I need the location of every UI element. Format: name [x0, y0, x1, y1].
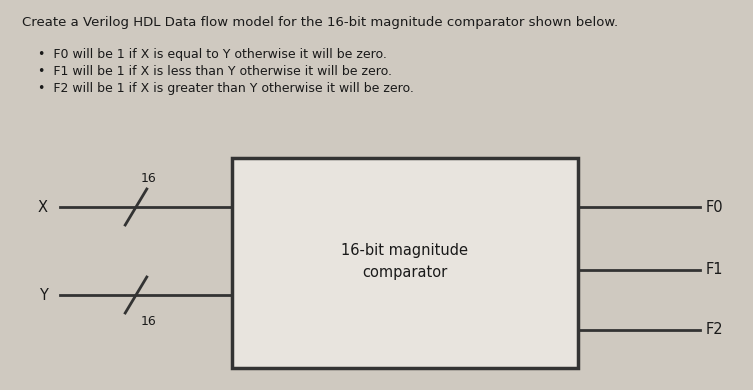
Text: X: X — [38, 200, 48, 215]
Text: F1: F1 — [706, 262, 724, 278]
Text: comparator: comparator — [362, 266, 447, 280]
Text: Y: Y — [39, 287, 48, 303]
Text: 16: 16 — [141, 172, 157, 185]
Text: •  F0 will be 1 if X is equal to Y otherwise it will be zero.: • F0 will be 1 if X is equal to Y otherw… — [38, 48, 387, 61]
Text: Create a Verilog HDL Data flow model for the 16-bit magnitude comparator shown b: Create a Verilog HDL Data flow model for… — [22, 16, 618, 29]
Text: F2: F2 — [706, 323, 724, 337]
Text: •  F2 will be 1 if X is greater than Y otherwise it will be zero.: • F2 will be 1 if X is greater than Y ot… — [38, 82, 414, 95]
Bar — [232, 158, 578, 368]
Text: F0: F0 — [706, 200, 724, 215]
Text: •  F1 will be 1 if X is less than Y otherwise it will be zero.: • F1 will be 1 if X is less than Y other… — [38, 65, 392, 78]
Text: 16-bit magnitude: 16-bit magnitude — [342, 243, 468, 259]
Text: 16: 16 — [141, 315, 157, 328]
